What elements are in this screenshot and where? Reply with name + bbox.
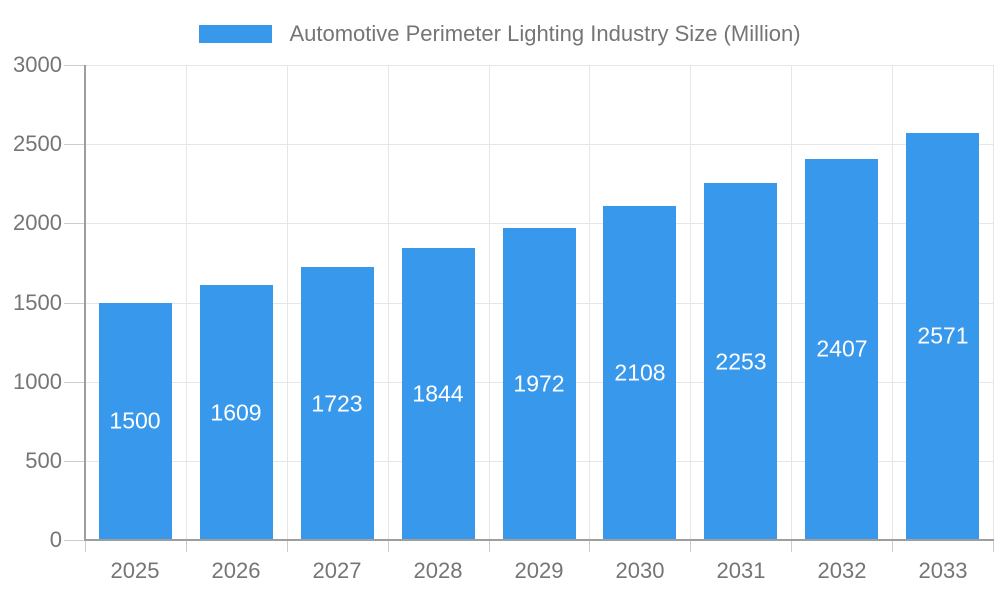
- x-axis-label: 2028: [413, 558, 463, 583]
- y-axis-label: 1500: [13, 290, 62, 315]
- bar-value-label: 1500: [109, 407, 161, 434]
- x-axis-tick: [892, 540, 893, 552]
- bar-value-label: 1972: [513, 370, 565, 397]
- bar-2028[interactable]: [402, 248, 475, 540]
- bar-value-label: 2108: [614, 359, 666, 386]
- bar-value-label: 2253: [715, 348, 767, 375]
- y-axis-label: 0: [49, 527, 62, 552]
- x-axis-label: 2032: [817, 558, 867, 583]
- bar-value-label: 2571: [917, 322, 969, 349]
- gridline-horizontal: [85, 65, 993, 66]
- bar-value-label: 1609: [210, 399, 262, 426]
- y-axis-label: 2500: [13, 131, 62, 156]
- legend[interactable]: Automotive Perimeter Lighting Industry S…: [0, 19, 1000, 49]
- x-axis-tick: [589, 540, 590, 552]
- x-axis-label: 2026: [211, 558, 261, 583]
- y-axis-line: [84, 65, 86, 540]
- y-axis-tick: [64, 144, 85, 145]
- gridline-vertical: [993, 65, 994, 540]
- y-axis-tick: [64, 540, 85, 541]
- bar-2029[interactable]: [503, 228, 576, 540]
- x-axis-label: 2027: [312, 558, 362, 583]
- gridline-vertical: [186, 65, 187, 540]
- bar-2033[interactable]: [906, 133, 979, 540]
- y-axis-tick: [64, 223, 85, 224]
- gridline-vertical: [589, 65, 590, 540]
- legend-title: Automotive Perimeter Lighting Industry S…: [289, 21, 801, 46]
- bar-2025[interactable]: [99, 303, 172, 541]
- gridline-vertical: [388, 65, 389, 540]
- x-axis-label: 2030: [615, 558, 665, 583]
- x-axis-tick: [690, 540, 691, 552]
- gridline-vertical: [892, 65, 893, 540]
- x-axis-tick: [489, 540, 490, 552]
- bar-2032[interactable]: [805, 159, 878, 540]
- bar-2031[interactable]: [704, 183, 777, 540]
- bar-2030[interactable]: [603, 206, 676, 540]
- x-axis-label: 2025: [110, 558, 160, 583]
- y-axis-tick: [64, 461, 85, 462]
- bar-value-label: 1844: [412, 380, 464, 407]
- x-axis-tick: [287, 540, 288, 552]
- y-axis-tick: [64, 65, 85, 66]
- bar-2027[interactable]: [301, 267, 374, 540]
- y-axis-label: 3000: [13, 52, 62, 77]
- gridline-vertical: [690, 65, 691, 540]
- x-axis-label: 2031: [716, 558, 766, 583]
- y-axis-tick: [64, 303, 85, 304]
- y-axis-label: 500: [25, 448, 62, 473]
- gridline-vertical: [791, 65, 792, 540]
- gridline-horizontal: [85, 223, 993, 224]
- y-axis-tick: [64, 382, 85, 383]
- x-axis-label: 2029: [514, 558, 564, 583]
- x-axis-label: 2033: [918, 558, 968, 583]
- gridline-vertical: [489, 65, 490, 540]
- x-axis-tick: [993, 540, 994, 552]
- y-axis-label: 2000: [13, 210, 62, 235]
- x-axis-tick: [186, 540, 187, 552]
- legend-swatch: [199, 25, 273, 43]
- gridline-vertical: [287, 65, 288, 540]
- x-axis-tick: [85, 540, 86, 552]
- x-axis-line: [84, 539, 994, 541]
- bar-value-label: 2407: [816, 335, 868, 362]
- bar-2026[interactable]: [200, 285, 273, 540]
- y-axis-label: 1000: [13, 369, 62, 394]
- gridline-horizontal: [85, 144, 993, 145]
- x-axis-tick: [388, 540, 389, 552]
- x-axis-tick: [791, 540, 792, 552]
- bar-value-label: 1723: [311, 390, 363, 417]
